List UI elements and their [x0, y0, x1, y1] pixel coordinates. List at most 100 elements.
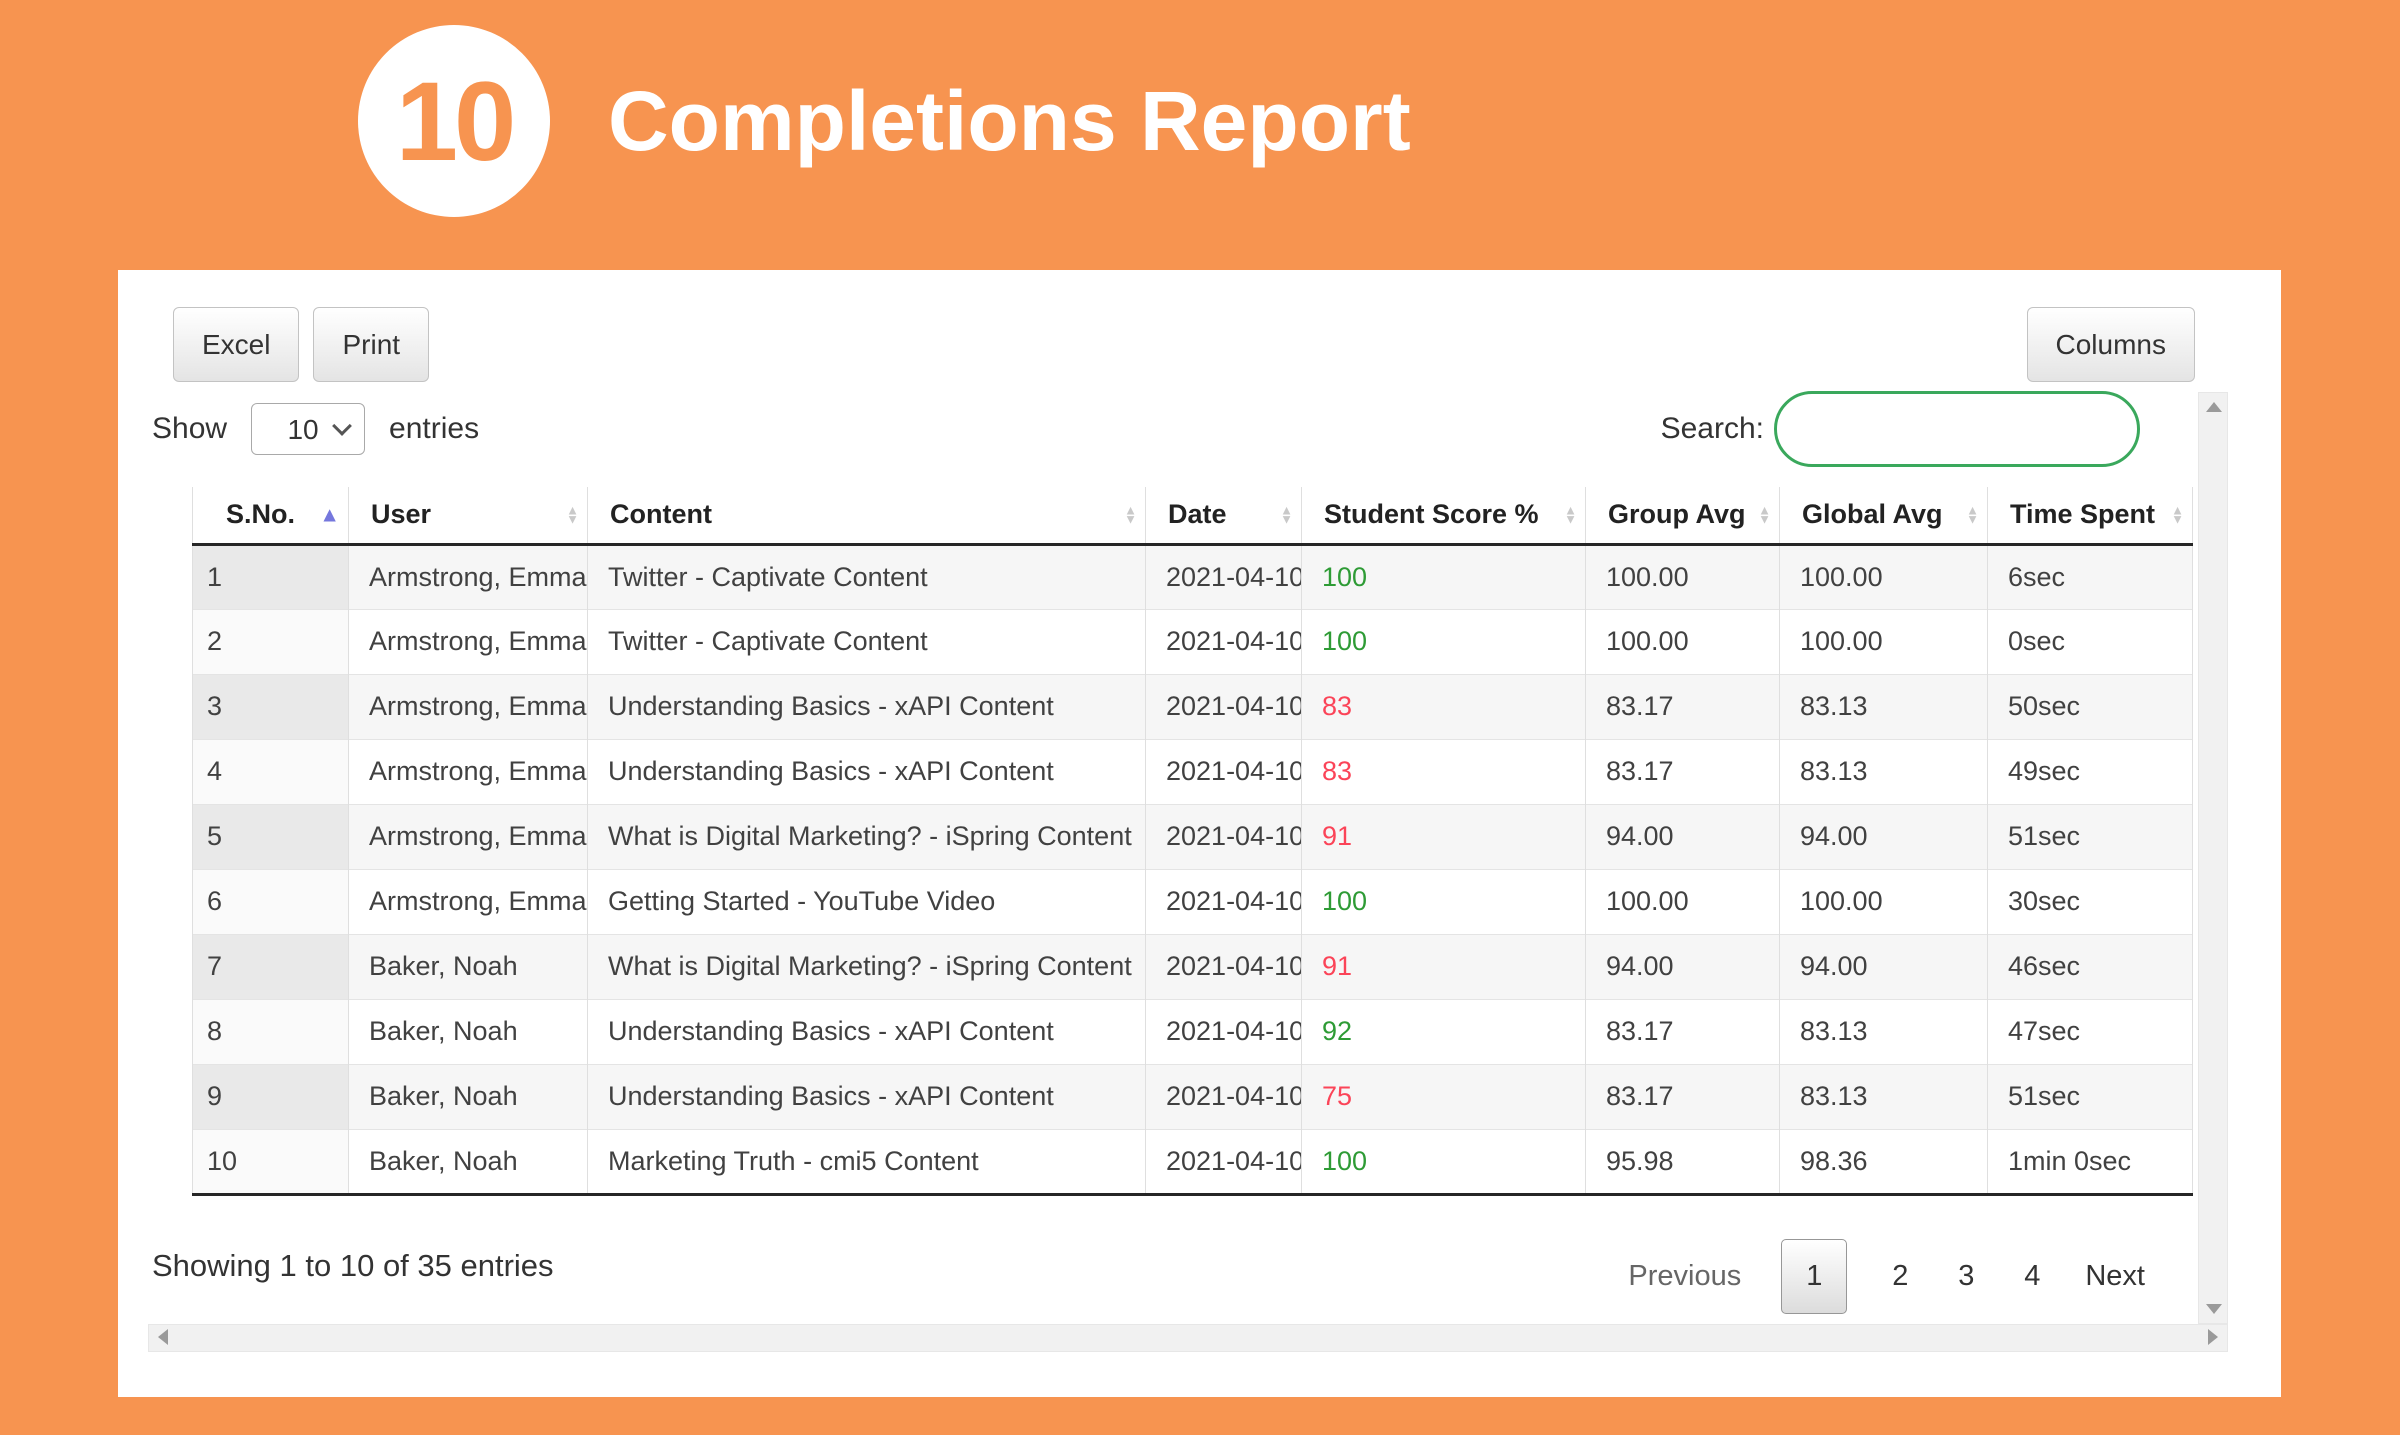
table-row: 4 Armstrong, Emma Understanding Basics - x… [192, 738, 2193, 804]
column-header-time_spent[interactable]: Time Spent ▲ ▼ [1987, 487, 2193, 546]
cell-content: What is Digital Marketing? - iSpring Con… [587, 933, 1146, 999]
badge-number: 10 [395, 58, 517, 184]
cell-sno: 7 [192, 933, 349, 999]
cell-global_avg: 83.13 [1779, 673, 1988, 739]
cell-group_avg: 83.17 [1585, 738, 1780, 804]
cell-score: 83 [1301, 738, 1586, 804]
cell-global_avg: 94.00 [1779, 933, 1988, 999]
cell-content: Getting Started - YouTube Video [587, 868, 1146, 934]
cell-user: Armstrong, Emma [348, 673, 588, 739]
column-label: Global Avg [1802, 499, 1943, 530]
scroll-left-icon[interactable] [158, 1329, 168, 1345]
column-header-score[interactable]: Student Score % ▲ ▼ [1301, 487, 1586, 546]
cell-user: Armstrong, Emma [348, 868, 588, 934]
cell-score: 100 [1301, 608, 1586, 674]
scroll-up-icon[interactable] [2206, 402, 2222, 412]
pagination-next[interactable]: Next [2085, 1259, 2145, 1292]
cell-global_avg: 98.36 [1779, 1128, 1988, 1196]
sort-icons: ▲ ▼ [1124, 502, 1137, 527]
cell-score: 83 [1301, 673, 1586, 739]
column-label: Date [1168, 499, 1227, 530]
column-label: Time Spent [2010, 499, 2156, 530]
scroll-right-icon[interactable] [2208, 1329, 2218, 1345]
sort-icons: ▲ ▼ [2171, 502, 2184, 527]
pagination-page-3[interactable]: 3 [1958, 1259, 1975, 1292]
table-row: 8 Baker, Noah Understanding Basics - xAPI … [192, 998, 2193, 1064]
cell-global_avg: 100.00 [1779, 868, 1988, 934]
excel-button[interactable]: Excel [173, 307, 300, 382]
column-label: Group Avg [1608, 499, 1746, 530]
entries-summary: Showing 1 to 10 of 35 entries [152, 1248, 554, 1283]
cell-score: 92 [1301, 998, 1586, 1064]
column-label: S.No. [225, 499, 295, 530]
show-label: Show [152, 412, 228, 445]
search-input[interactable] [1774, 391, 2140, 467]
export-buttons: Excel Print [173, 307, 430, 382]
cell-time_spent: 50sec [1987, 673, 2193, 739]
page-title: Completions Report [608, 73, 1411, 168]
cell-time_spent: 1min 0sec [1987, 1128, 2193, 1196]
cell-date: 2021-04-10 [1145, 544, 1302, 609]
cell-score: 100 [1301, 868, 1586, 934]
cell-date: 2021-04-10 [1145, 738, 1302, 804]
cell-sno: 5 [192, 803, 349, 869]
columns-button[interactable]: Columns [2026, 307, 2195, 382]
report-header: 10 Completions Report [358, 25, 1411, 217]
column-label: Student Score % [1324, 499, 1539, 530]
cell-global_avg: 100.00 [1779, 608, 1988, 674]
cell-global_avg: 83.13 [1779, 738, 1988, 804]
cell-content: Understanding Basics - xAPI Content [587, 673, 1146, 739]
table-row: 9 Baker, Noah Understanding Basics - xAPI … [192, 1063, 2193, 1129]
report-number-badge: 10 [358, 25, 550, 217]
column-header-global_avg[interactable]: Global Avg ▲ ▼ [1779, 487, 1988, 546]
pagination-pages: 1 2 3 4 [1781, 1238, 2045, 1314]
cell-global_avg: 94.00 [1779, 803, 1988, 869]
cell-group_avg: 95.98 [1585, 1128, 1780, 1196]
column-header-content[interactable]: Content ▲ ▼ [587, 487, 1146, 546]
column-header-date[interactable]: Date ▲ ▼ [1145, 487, 1302, 546]
cell-group_avg: 83.17 [1585, 1063, 1780, 1129]
cell-sno: 9 [192, 1063, 349, 1129]
pagination-page-1[interactable]: 1 [1781, 1238, 1848, 1314]
column-header-group_avg[interactable]: Group Avg ▲ ▼ [1585, 487, 1780, 546]
cell-score: 91 [1301, 803, 1586, 869]
scroll-down-icon[interactable] [2206, 1304, 2222, 1314]
report-card: Excel Print Columns Show 10 entries Sear… [118, 270, 2281, 1397]
cell-sno: 6 [192, 868, 349, 934]
cell-time_spent: 47sec [1987, 998, 2193, 1064]
cell-time_spent: 30sec [1987, 868, 2193, 934]
sort-icons: ▲ ▼ [566, 502, 579, 527]
cell-user: Armstrong, Emma [348, 803, 588, 869]
table-row: 7 Baker, Noah What is Digital Marketing? -… [192, 933, 2193, 999]
pagination-previous[interactable]: Previous [1628, 1259, 1742, 1292]
table-header-row: S.No. ▲ User ▲ ▼ Content ▲ ▼ Date ▲ ▼ Student Score… [192, 487, 2193, 546]
cell-group_avg: 100.00 [1585, 608, 1780, 674]
table-row: 1 Armstrong, Emma Twitter - Captivate Cont… [192, 544, 2193, 609]
column-header-sno[interactable]: S.No. ▲ [192, 487, 349, 546]
cell-date: 2021-04-10 [1145, 608, 1302, 674]
cell-time_spent: 0sec [1987, 608, 2193, 674]
cell-sno: 1 [192, 544, 349, 609]
entries-label: entries [389, 412, 480, 445]
cell-sno: 3 [192, 673, 349, 739]
cell-date: 2021-04-10 [1145, 1128, 1302, 1196]
horizontal-scrollbar[interactable] [148, 1324, 2228, 1352]
sort-icons: ▲ ▼ [1758, 502, 1771, 527]
cell-user: Baker, Noah [348, 1128, 588, 1196]
page-length-select[interactable]: 10 [251, 403, 366, 455]
cell-date: 2021-04-10 [1145, 673, 1302, 739]
column-label: User [371, 499, 432, 530]
table-controls: Show 10 entries Search: [152, 386, 2140, 472]
cell-sno: 2 [192, 608, 349, 674]
pagination-page-4[interactable]: 4 [2024, 1259, 2041, 1292]
print-button[interactable]: Print [313, 307, 430, 382]
vertical-scrollbar[interactable] [2198, 392, 2228, 1324]
table-row: 2 Armstrong, Emma Twitter - Captivate Cont… [192, 608, 2193, 674]
cell-group_avg: 83.17 [1585, 673, 1780, 739]
pagination-page-2[interactable]: 2 [1892, 1259, 1909, 1292]
column-header-user[interactable]: User ▲ ▼ [348, 487, 588, 546]
cell-time_spent: 46sec [1987, 933, 2193, 999]
cell-date: 2021-04-10 [1145, 998, 1302, 1064]
cell-group_avg: 94.00 [1585, 933, 1780, 999]
